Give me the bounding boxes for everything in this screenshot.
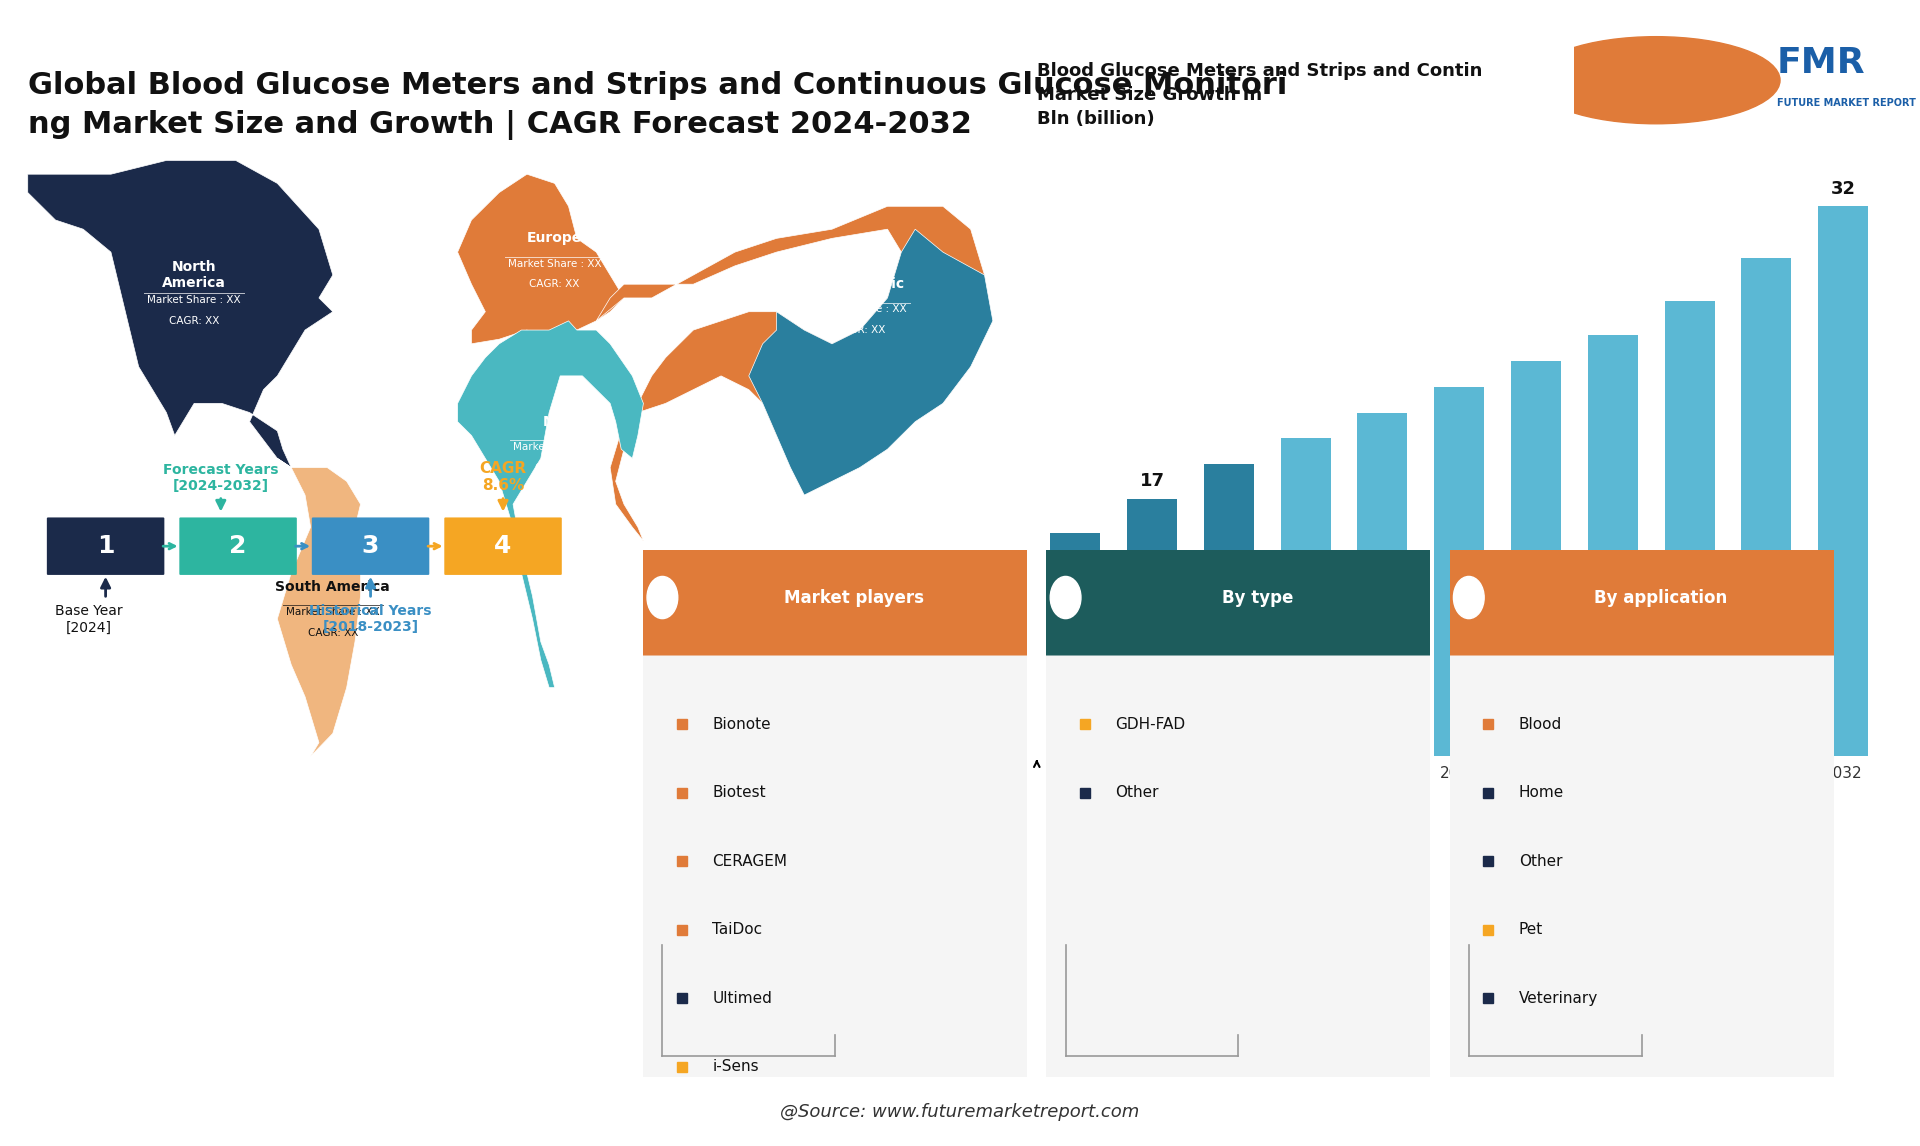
Bar: [1434, 386, 1484, 756]
Text: Forecast Years
[2024-2032]: Forecast Years [2024-2032]: [163, 463, 278, 493]
Polygon shape: [27, 160, 332, 468]
Bar: [1511, 361, 1561, 756]
Polygon shape: [818, 573, 929, 688]
Text: Base Year
[2024]: Base Year [2024]: [54, 604, 123, 635]
Polygon shape: [276, 458, 361, 756]
Circle shape: [1453, 576, 1484, 619]
FancyBboxPatch shape: [444, 518, 563, 575]
Text: Market players: Market players: [785, 589, 924, 606]
Bar: [1357, 413, 1407, 756]
FancyBboxPatch shape: [1043, 544, 1434, 1083]
Bar: [1818, 206, 1868, 756]
Bar: [1741, 258, 1791, 756]
Text: MEA: MEA: [543, 415, 578, 429]
Text: 2: 2: [228, 534, 248, 558]
Text: CAGR: XX: CAGR: XX: [835, 325, 885, 335]
Text: By application: By application: [1594, 589, 1728, 606]
FancyBboxPatch shape: [1434, 540, 1849, 656]
Circle shape: [1532, 37, 1780, 124]
Text: 17: 17: [1139, 472, 1165, 490]
Text: Veterinary: Veterinary: [1519, 990, 1597, 1006]
Circle shape: [1050, 576, 1081, 619]
Text: By type: By type: [1221, 589, 1294, 606]
Text: Blood: Blood: [1519, 716, 1563, 731]
Text: 1: 1: [96, 534, 115, 558]
Text: CAGR: XX: CAGR: XX: [307, 628, 357, 637]
Text: CERAGEM: CERAGEM: [712, 854, 787, 869]
Text: FUTURE MARKET REPORT: FUTURE MARKET REPORT: [1776, 99, 1916, 108]
Text: TaiDoc: TaiDoc: [712, 923, 762, 937]
Text: Market Share : XX: Market Share : XX: [509, 259, 601, 268]
Text: CAGR
8.6%: CAGR 8.6%: [480, 461, 526, 493]
Text: 32: 32: [1830, 180, 1857, 197]
Text: Market Share : XX: Market Share : XX: [812, 305, 906, 314]
Text: Global Blood Glucose Meters and Strips and Continuous Glucose Monitori
ng Market: Global Blood Glucose Meters and Strips a…: [27, 71, 1286, 140]
Bar: [1665, 300, 1715, 756]
Polygon shape: [597, 206, 985, 541]
Text: 3: 3: [361, 534, 380, 558]
Text: Market Share : XX: Market Share : XX: [513, 442, 607, 452]
Bar: [1050, 533, 1100, 756]
Polygon shape: [457, 174, 624, 344]
FancyBboxPatch shape: [1446, 544, 1837, 1083]
FancyBboxPatch shape: [179, 518, 298, 575]
Text: North
America: North America: [161, 260, 227, 290]
Bar: [1204, 464, 1254, 756]
Text: Bionote: Bionote: [712, 716, 772, 731]
Text: GDH-FAD: GDH-FAD: [1116, 716, 1187, 731]
Text: @Source: www.futuremarketreport.com: @Source: www.futuremarketreport.com: [780, 1102, 1140, 1121]
Text: Blood Glucose Meters and Strips and Contin
Market Size Growth In
Bln (billion): Blood Glucose Meters and Strips and Cont…: [1037, 62, 1482, 127]
FancyBboxPatch shape: [628, 540, 1043, 656]
Text: Historical Years
[2018-2023]: Historical Years [2018-2023]: [309, 604, 432, 635]
Bar: [1127, 499, 1177, 756]
Text: Europe: Europe: [528, 231, 582, 245]
FancyBboxPatch shape: [639, 544, 1031, 1083]
Text: Asia Pacific: Asia Pacific: [816, 277, 904, 291]
Polygon shape: [749, 229, 993, 495]
Text: Market Share : XX: Market Share : XX: [148, 296, 240, 305]
Polygon shape: [457, 321, 643, 688]
FancyBboxPatch shape: [311, 518, 430, 575]
FancyBboxPatch shape: [46, 518, 165, 575]
Text: South America: South America: [275, 580, 390, 594]
Text: Other: Other: [1116, 785, 1160, 800]
Text: Other: Other: [1519, 854, 1563, 869]
Text: Ultimed: Ultimed: [712, 990, 772, 1006]
Text: CAGR: XX: CAGR: XX: [530, 280, 580, 289]
Text: Pet: Pet: [1519, 923, 1544, 937]
Text: CAGR: XX: CAGR: XX: [536, 463, 586, 472]
Bar: [1281, 438, 1331, 756]
Text: Home: Home: [1519, 785, 1565, 800]
Bar: [1588, 335, 1638, 756]
Text: Biotest: Biotest: [712, 785, 766, 800]
FancyBboxPatch shape: [1031, 540, 1446, 656]
Text: FMR: FMR: [1776, 46, 1866, 80]
Text: CAGR: XX: CAGR: XX: [169, 316, 219, 325]
Text: i-Sens: i-Sens: [712, 1059, 758, 1074]
Text: 4: 4: [493, 534, 513, 558]
Circle shape: [647, 576, 678, 619]
Text: Market Share : XX: Market Share : XX: [286, 607, 380, 617]
